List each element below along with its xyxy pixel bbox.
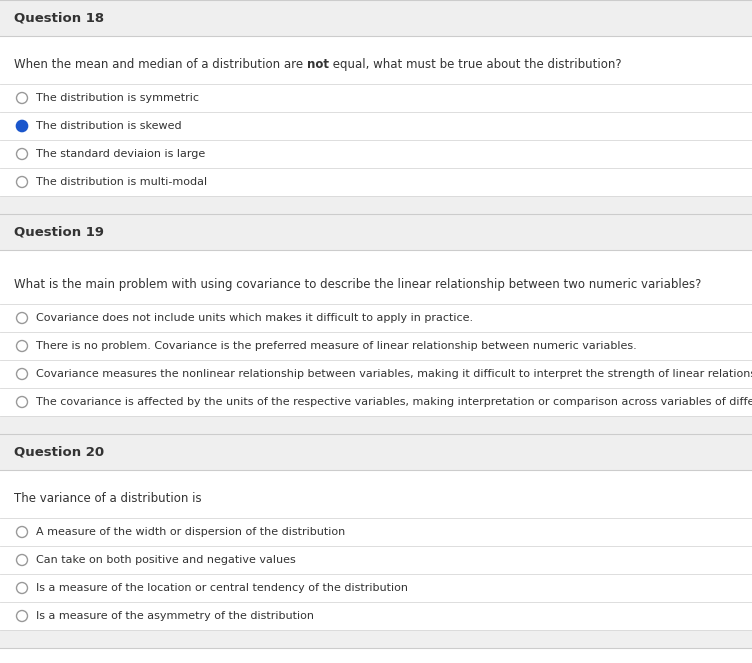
Text: Question 19: Question 19 bbox=[14, 225, 104, 239]
Circle shape bbox=[17, 121, 28, 131]
Circle shape bbox=[17, 611, 28, 621]
Text: equal, what must be true about the distribution?: equal, what must be true about the distr… bbox=[329, 58, 621, 71]
Text: The covariance is affected by the units of the respective variables, making inte: The covariance is affected by the units … bbox=[36, 397, 752, 407]
Text: A measure of the width or dispersion of the distribution: A measure of the width or dispersion of … bbox=[36, 527, 345, 537]
Text: Question 20: Question 20 bbox=[14, 446, 104, 459]
Bar bbox=[0, 630, 752, 648]
Bar bbox=[0, 434, 752, 470]
Circle shape bbox=[17, 149, 28, 160]
Bar bbox=[0, 0, 752, 36]
Bar bbox=[0, 214, 752, 250]
Circle shape bbox=[17, 341, 28, 351]
Bar bbox=[0, 416, 752, 434]
Text: The distribution is symmetric: The distribution is symmetric bbox=[36, 93, 199, 103]
Circle shape bbox=[17, 312, 28, 324]
Circle shape bbox=[17, 396, 28, 408]
Text: When the mean and median of a distribution are: When the mean and median of a distributi… bbox=[14, 58, 307, 71]
Text: What is the main problem with using covariance to describe the linear relationsh: What is the main problem with using cova… bbox=[14, 278, 702, 291]
Text: The distribution is multi-modal: The distribution is multi-modal bbox=[36, 177, 207, 187]
Circle shape bbox=[17, 526, 28, 538]
Text: Can take on both positive and negative values: Can take on both positive and negative v… bbox=[36, 555, 296, 565]
Circle shape bbox=[17, 554, 28, 566]
Text: Question 18: Question 18 bbox=[14, 11, 104, 25]
Text: The standard deviaion is large: The standard deviaion is large bbox=[36, 149, 205, 159]
Bar bbox=[0, 196, 752, 214]
Circle shape bbox=[17, 176, 28, 188]
Text: There is no problem. Covariance is the preferred measure of linear relationship : There is no problem. Covariance is the p… bbox=[36, 341, 637, 351]
Text: Is a measure of the asymmetry of the distribution: Is a measure of the asymmetry of the dis… bbox=[36, 611, 314, 621]
Text: Covariance measures the nonlinear relationship between variables, making it diff: Covariance measures the nonlinear relati… bbox=[36, 369, 752, 379]
Text: The distribution is skewed: The distribution is skewed bbox=[36, 121, 182, 131]
Text: The variance of a distribution is: The variance of a distribution is bbox=[14, 492, 202, 505]
Circle shape bbox=[17, 583, 28, 593]
Text: not: not bbox=[307, 58, 329, 71]
Text: Is a measure of the location or central tendency of the distribution: Is a measure of the location or central … bbox=[36, 583, 408, 593]
Text: Covariance does not include units which makes it difficult to apply in practice.: Covariance does not include units which … bbox=[36, 313, 473, 323]
Circle shape bbox=[17, 369, 28, 379]
Circle shape bbox=[17, 93, 28, 103]
